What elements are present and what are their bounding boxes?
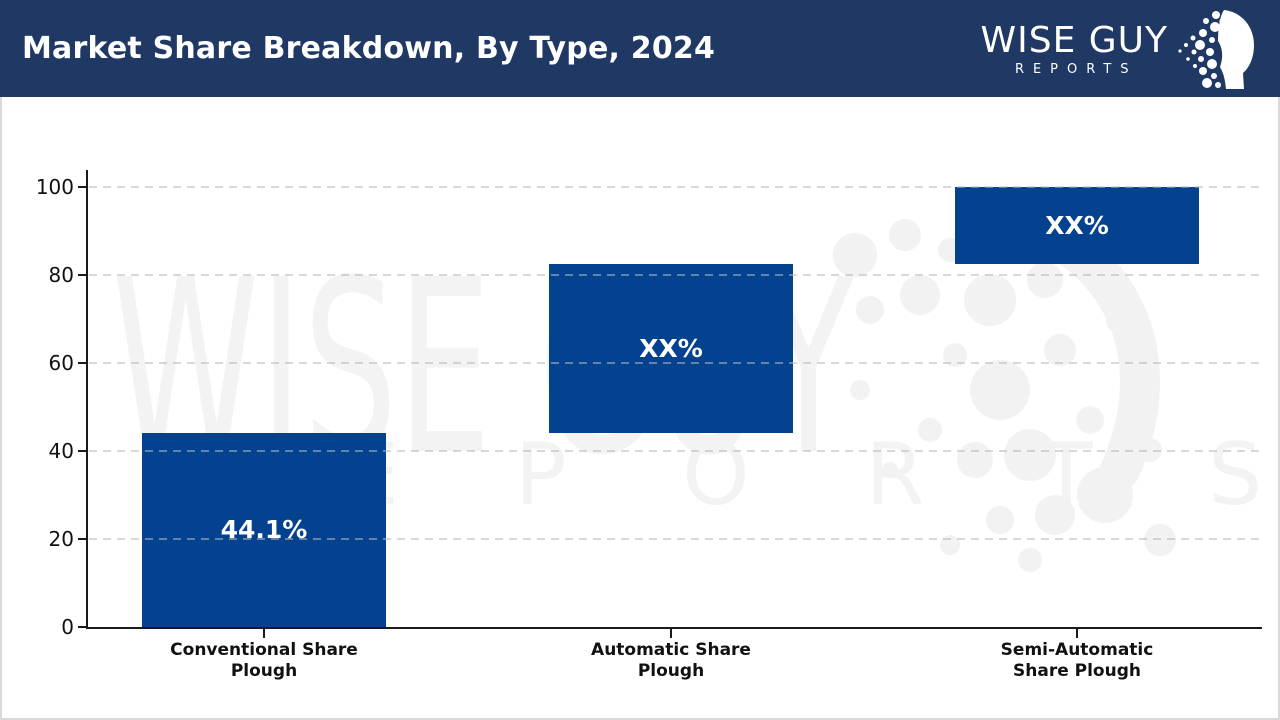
y-tick-label-100: 100 <box>35 175 74 199</box>
bar-2-automatic-share-plough: XX% <box>549 264 793 433</box>
bar-value-label-3: XX% <box>1045 211 1109 240</box>
dotted-face-logo-icon <box>1178 9 1254 89</box>
y-tick-label-80: 80 <box>48 263 74 287</box>
gridline-100 <box>89 186 1262 188</box>
bar-value-label-1: 44.1% <box>220 515 308 545</box>
logo-subtext: REPORTS <box>1014 62 1138 77</box>
y-tick-mark-60 <box>78 362 87 364</box>
y-axis-line <box>86 170 88 629</box>
bar-1-conventional-share-plough: 44.1% <box>142 432 386 627</box>
x-tick-mark-2 <box>670 629 672 638</box>
y-tick-mark-40 <box>78 450 87 452</box>
y-tick-label-40: 40 <box>48 439 74 463</box>
bar-value-label-2: XX% <box>639 333 703 363</box>
watermark-dotted-face <box>833 219 1176 572</box>
y-tick-mark-80 <box>78 274 87 276</box>
bar-3-semi-automatic-share-plough: XX% <box>955 187 1199 264</box>
x-tick-mark-1 <box>263 629 265 638</box>
y-tick-label-0: 0 <box>61 615 74 639</box>
y-tick-label-60: 60 <box>48 351 74 375</box>
logo-wordmark: WISE GUY <box>980 20 1168 61</box>
gridline-40 <box>89 450 1262 452</box>
category-label-2: Automatic Share Plough <box>591 640 751 681</box>
y-tick-label-20: 20 <box>48 527 74 551</box>
y-tick-mark-100 <box>78 186 87 188</box>
wise-guy-reports-logo: WISE GUY REPORTS <box>981 7 1259 91</box>
y-tick-mark-0 <box>78 626 87 628</box>
gridline-20 <box>89 538 1262 540</box>
category-label-1: Conventional Share Plough <box>170 640 358 681</box>
gridline-80 <box>89 274 1262 276</box>
x-axis-line <box>86 627 1262 629</box>
x-tick-mark-3 <box>1076 629 1078 638</box>
chart-title: Market Share Breakdown, By Type, 2024 <box>22 31 716 66</box>
header-bar: Market Share Breakdown, By Type, 2024 WI… <box>0 0 1280 97</box>
y-tick-mark-20 <box>78 538 87 540</box>
logo-text: WISE GUY REPORTS <box>981 20 1169 77</box>
category-label-3: Semi-Automatic Share Plough <box>1000 640 1154 681</box>
gridline-60 <box>89 362 1262 364</box>
